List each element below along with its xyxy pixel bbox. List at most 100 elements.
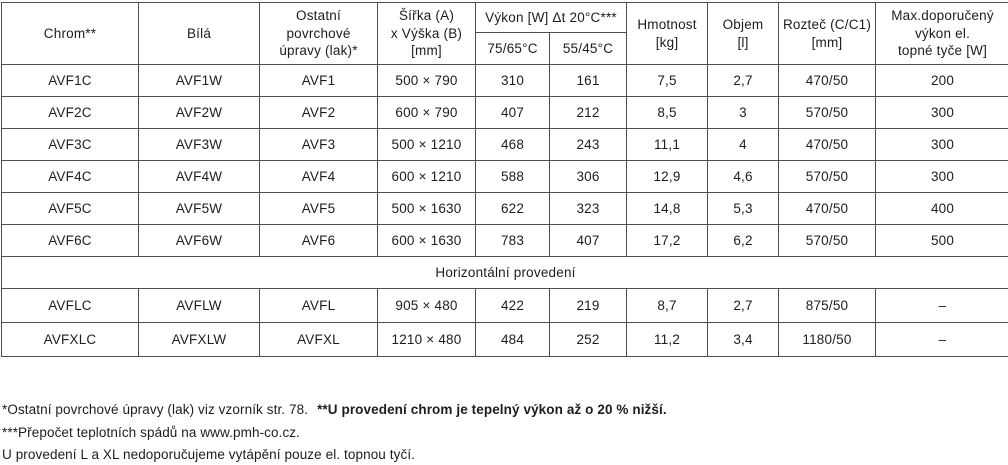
table-cell: 300 bbox=[875, 160, 1008, 193]
table-cell: 11,2 bbox=[626, 322, 708, 357]
table-cell: 570/50 bbox=[778, 224, 876, 257]
table-cell: 622 bbox=[475, 192, 550, 225]
table-cell: 306 bbox=[549, 160, 627, 193]
header-max-vykon: Max.doporučený výkon el. topné tyče [W] bbox=[875, 2, 1008, 65]
footnote-line-1: *Ostatní povrchové úpravy (lak) viz vzor… bbox=[2, 399, 667, 422]
table-cell: 600 × 1210 bbox=[377, 160, 476, 193]
header-vykon-55-45: 55/45°C bbox=[549, 32, 627, 65]
header-hmotnost: Hmotnost [kg] bbox=[626, 2, 708, 65]
header-chrom: Chrom** bbox=[1, 2, 139, 65]
table-cell: 905 × 480 bbox=[377, 288, 476, 323]
table-cell: AVF6W bbox=[138, 224, 260, 257]
table-cell: 8,7 bbox=[626, 288, 708, 323]
table-row: AVFXLC AVFXLW AVFXL 1210 × 480 484 252 1… bbox=[1, 322, 1008, 357]
table-cell: 3,4 bbox=[707, 322, 779, 357]
table-cell: 11,1 bbox=[626, 128, 708, 161]
header-bila: Bílá bbox=[138, 2, 260, 65]
table-cell: 400 bbox=[875, 192, 1008, 225]
table-cell: 323 bbox=[549, 192, 627, 225]
table-row: AVF1C AVF1W AVF1 500 × 790 310 161 7,5 2… bbox=[1, 64, 1008, 97]
table-cell: AVF5W bbox=[138, 192, 260, 225]
table-cell: 500 × 790 bbox=[377, 64, 476, 97]
table-cell: 300 bbox=[875, 128, 1008, 161]
table-cell: 3 bbox=[707, 96, 779, 129]
table-cell: AVF4 bbox=[259, 160, 378, 193]
table-cell: 12,9 bbox=[626, 160, 708, 193]
table-cell: 500 × 1630 bbox=[377, 192, 476, 225]
table-cell: 8,5 bbox=[626, 96, 708, 129]
table-cell: 470/50 bbox=[778, 192, 876, 225]
table-cell: AVF2C bbox=[1, 96, 139, 129]
footnote-chrome-output: **U provedení chrom je tepelný výkon až … bbox=[317, 402, 667, 417]
table-cell: 470/50 bbox=[778, 128, 876, 161]
table-cell: AVF5 bbox=[259, 192, 378, 225]
table-cell: 243 bbox=[549, 128, 627, 161]
table-cell: 161 bbox=[549, 64, 627, 97]
table-cell: AVF3 bbox=[259, 128, 378, 161]
table-cell: 4 bbox=[707, 128, 779, 161]
table-row: AVF2C AVF2W AVF2 600 × 790 407 212 8,5 3… bbox=[1, 96, 1008, 129]
table-cell: AVF2W bbox=[138, 96, 260, 129]
table-cell: AVFLC bbox=[1, 288, 139, 323]
table-cell: 570/50 bbox=[778, 160, 876, 193]
table-cell: 484 bbox=[475, 322, 550, 357]
table-cell: 6,2 bbox=[707, 224, 779, 257]
header-row-2: 75/65°C 55/45°C bbox=[2, 32, 1008, 65]
table-cell: 212 bbox=[549, 96, 627, 129]
table-cell: 588 bbox=[475, 160, 550, 193]
table-cell: AVFXLW bbox=[138, 322, 260, 357]
table-cell: AVFLW bbox=[138, 288, 260, 323]
table-cell: AVFXLC bbox=[1, 322, 139, 357]
table-cell: 500 bbox=[875, 224, 1008, 257]
header-vykon-75-65: 75/65°C bbox=[475, 32, 550, 65]
table-cell: AVF1C bbox=[1, 64, 139, 97]
table-cell: 600 × 1630 bbox=[377, 224, 476, 257]
table-cell: 2,7 bbox=[707, 64, 779, 97]
table-cell: AVFL bbox=[259, 288, 378, 323]
table-cell: 4,6 bbox=[707, 160, 779, 193]
footnote-line-3: U provedení L a XL nedoporučujeme vytápě… bbox=[2, 447, 416, 462]
table-cell: AVF6 bbox=[259, 224, 378, 257]
table-row: AVF5C AVF5W AVF5 500 × 1630 622 323 14,8… bbox=[1, 192, 1008, 225]
table-cell: AVF1 bbox=[259, 64, 378, 97]
table-cell: 407 bbox=[549, 224, 627, 257]
table-cell: 14,8 bbox=[626, 192, 708, 225]
table-cell: 252 bbox=[549, 322, 627, 357]
table-row: AVFLC AVFLW AVFL 905 × 480 422 219 8,7 2… bbox=[1, 288, 1008, 323]
table-cell: 875/50 bbox=[778, 288, 876, 323]
table-cell: 1210 × 480 bbox=[377, 322, 476, 357]
table-cell: 310 bbox=[475, 64, 550, 97]
table-cell: AVF3C bbox=[1, 128, 139, 161]
table-cell: AVF3W bbox=[138, 128, 260, 161]
table-cell: 500 × 1210 bbox=[377, 128, 476, 161]
table-cell: 783 bbox=[475, 224, 550, 257]
footnotes: *Ostatní povrchové úpravy (lak) viz vzor… bbox=[2, 399, 667, 465]
section-label: Horizontální provedení bbox=[1, 256, 1008, 289]
footnote-line-2: ***Přepočet teplotních spádů na www.pmh-… bbox=[2, 424, 301, 440]
table-cell: 7,5 bbox=[626, 64, 708, 97]
table-cell: 600 × 790 bbox=[377, 96, 476, 129]
table-cell: AVF6C bbox=[1, 224, 139, 257]
table-cell: AVFXL bbox=[259, 322, 378, 357]
header-row-1: Chrom** Bílá Ostatní povrchové úpravy (l… bbox=[1, 2, 1008, 65]
header-sirka-vyska: Šířka (A) x Výška (B) [mm] bbox=[377, 2, 476, 65]
header-vykon-span: Výkon [W] Δt 20°C*** bbox=[475, 2, 627, 33]
table-cell: 300 bbox=[875, 96, 1008, 129]
spec-table: Chrom** Bílá Ostatní povrchové úpravy (l… bbox=[1, 2, 1008, 357]
table-cell: 200 bbox=[875, 64, 1008, 97]
table-cell: 468 bbox=[475, 128, 550, 161]
table-cell: 570/50 bbox=[778, 96, 876, 129]
table-cell: 407 bbox=[475, 96, 550, 129]
header-objem: Objem [l] bbox=[707, 2, 779, 65]
table-cell: 17,2 bbox=[626, 224, 708, 257]
table-cell: 5,3 bbox=[707, 192, 779, 225]
table-cell: 470/50 bbox=[778, 64, 876, 97]
table-cell: – bbox=[875, 322, 1008, 357]
table-cell: 2,7 bbox=[707, 288, 779, 323]
section-row-horizontal: Horizontální provedení bbox=[1, 256, 1008, 289]
table-cell: – bbox=[875, 288, 1008, 323]
table-cell: 219 bbox=[549, 288, 627, 323]
table-row: AVF4C AVF4W AVF4 600 × 1210 588 306 12,9… bbox=[1, 160, 1008, 193]
table-cell: AVF2 bbox=[259, 96, 378, 129]
